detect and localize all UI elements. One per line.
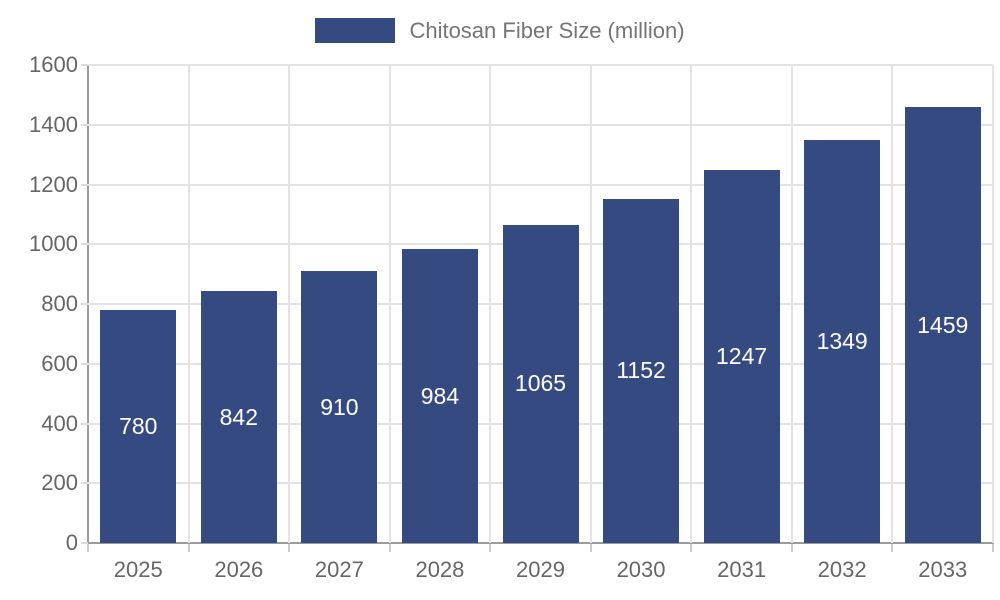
x-tick-mark bbox=[790, 544, 793, 552]
v-gridline bbox=[187, 65, 190, 543]
v-gridline bbox=[891, 65, 894, 543]
bar-value-label: 1152 bbox=[616, 357, 666, 384]
x-tick-mark bbox=[489, 544, 492, 552]
bar: 1247 bbox=[703, 170, 780, 543]
y-tick-mark bbox=[81, 542, 88, 544]
x-axis-line bbox=[87, 542, 994, 544]
x-tick-label: 2030 bbox=[616, 557, 666, 582]
y-tick-mark bbox=[81, 303, 88, 305]
x-tick-mark bbox=[388, 544, 391, 552]
v-gridline bbox=[992, 65, 994, 543]
y-tick-label: 400 bbox=[41, 410, 78, 436]
bar: 910 bbox=[301, 271, 378, 543]
y-tick-label: 1200 bbox=[29, 171, 78, 197]
y-tick-label: 200 bbox=[41, 470, 78, 496]
x-tick-label: 2032 bbox=[817, 557, 867, 582]
x-tick-mark bbox=[690, 544, 693, 552]
bar: 1459 bbox=[904, 107, 981, 543]
y-tick-mark bbox=[81, 422, 88, 425]
bar: 780 bbox=[100, 309, 177, 543]
bar-value-label: 780 bbox=[119, 412, 158, 439]
bar: 842 bbox=[200, 291, 277, 543]
h-gridline bbox=[88, 183, 993, 186]
bar: 1152 bbox=[603, 198, 680, 543]
plot-area: 780 842 910 984 1065 1152 1247 1349 1459 bbox=[87, 64, 994, 552]
bar-value-label: 1349 bbox=[816, 328, 868, 354]
v-gridline bbox=[388, 65, 391, 543]
y-tick-label: 1400 bbox=[29, 111, 78, 137]
v-gridline bbox=[690, 65, 693, 543]
v-gridline bbox=[790, 65, 793, 543]
v-gridline bbox=[589, 65, 592, 543]
x-tick-mark bbox=[589, 544, 592, 552]
v-gridline bbox=[288, 65, 291, 543]
v-gridline bbox=[489, 65, 492, 543]
y-tick-label: 800 bbox=[41, 291, 78, 316]
h-gridline bbox=[88, 123, 993, 126]
x-tick-label: 2028 bbox=[415, 557, 465, 582]
y-tick-label: 1600 bbox=[29, 52, 78, 77]
x-tick-label: 2033 bbox=[918, 557, 968, 582]
x-tick-label: 2029 bbox=[516, 557, 565, 582]
h-gridline bbox=[88, 64, 993, 66]
bar-value-label: 910 bbox=[320, 393, 359, 420]
bar: 1065 bbox=[502, 224, 579, 543]
x-tick-mark bbox=[992, 544, 994, 552]
legend-swatch bbox=[315, 18, 396, 43]
legend: Chitosan Fiber Size (million) bbox=[0, 18, 1000, 43]
y-tick-label: 1000 bbox=[29, 231, 78, 257]
x-tick-label: 2025 bbox=[113, 557, 163, 582]
y-tick-mark bbox=[81, 183, 88, 186]
y-tick-mark bbox=[81, 362, 88, 365]
bar-value-label: 1459 bbox=[917, 311, 969, 338]
bar-value-label: 842 bbox=[219, 403, 259, 430]
x-tick-label: 2031 bbox=[717, 557, 767, 582]
bar-value-label: 1065 bbox=[514, 370, 567, 397]
y-tick-label: 0 bbox=[65, 530, 78, 555]
y-tick-mark bbox=[81, 64, 88, 66]
x-tick-label: 2026 bbox=[214, 557, 264, 582]
y-tick-mark bbox=[81, 482, 88, 485]
x-tick-mark bbox=[288, 544, 291, 552]
x-tick-mark bbox=[187, 544, 190, 552]
bar: 984 bbox=[401, 249, 478, 543]
x-tick-mark bbox=[87, 544, 89, 552]
bar-value-label: 1247 bbox=[716, 343, 768, 370]
y-tick-label: 600 bbox=[41, 350, 78, 376]
legend-label: Chitosan Fiber Size (million) bbox=[409, 18, 685, 43]
x-tick-mark bbox=[891, 544, 894, 552]
y-tick-mark bbox=[81, 123, 88, 126]
bar-value-label: 984 bbox=[420, 382, 460, 409]
bar: 1349 bbox=[804, 140, 881, 543]
y-tick-mark bbox=[81, 243, 88, 246]
x-tick-label: 2027 bbox=[314, 557, 364, 582]
y-axis-line bbox=[87, 65, 89, 551]
